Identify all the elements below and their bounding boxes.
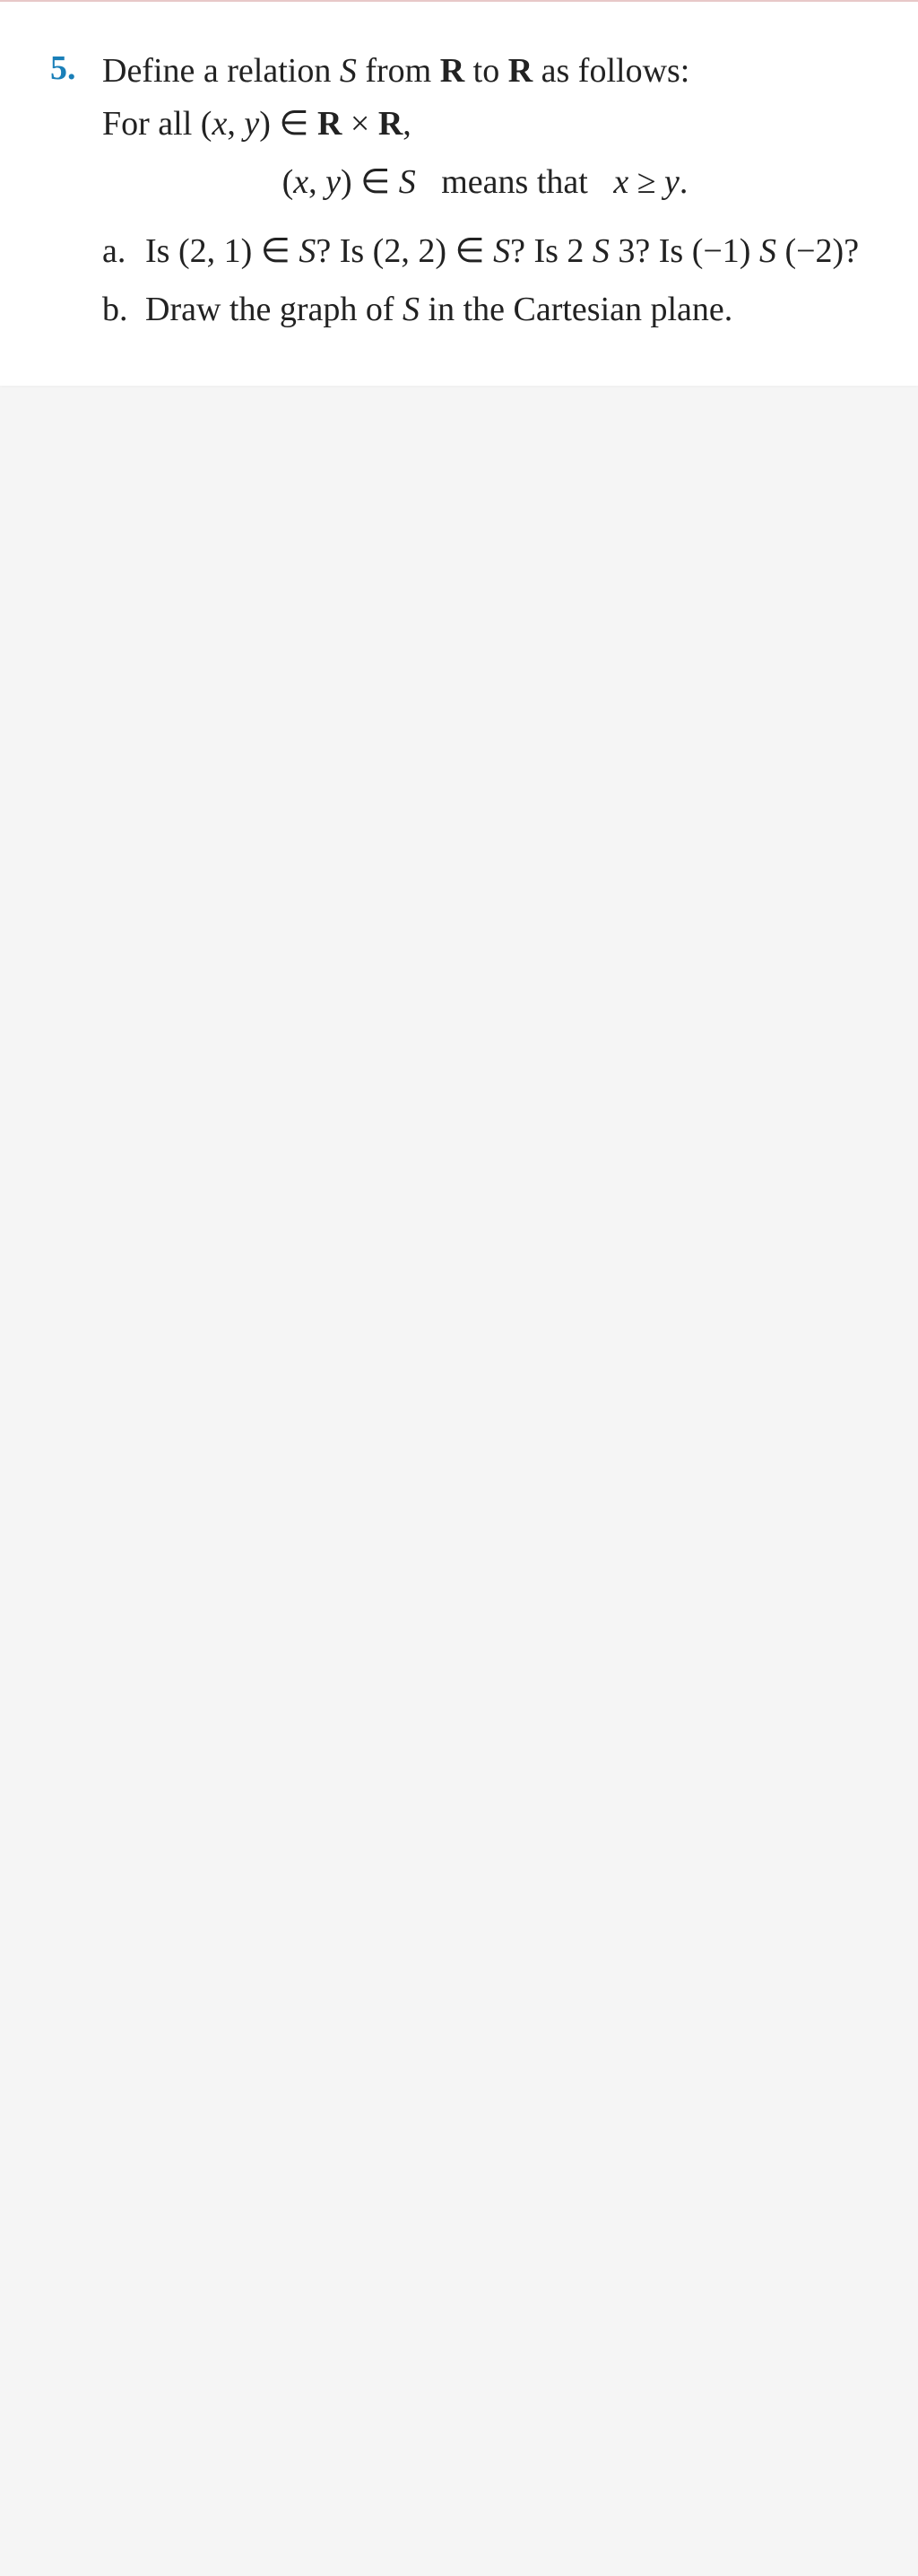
text: 3? Is (−1) xyxy=(610,232,759,270)
text: ) ∈ xyxy=(341,163,399,201)
var-S: S xyxy=(299,232,316,270)
var-S: S xyxy=(399,163,416,201)
text: (−2)? xyxy=(776,232,859,270)
page: 5. Define a relation S from R to R as fo… xyxy=(0,0,918,386)
text: , xyxy=(308,163,325,201)
var-S: S xyxy=(759,232,776,270)
var-S: S xyxy=(593,232,610,270)
var-S: S xyxy=(340,52,357,90)
problem-body: Define a relation S from R to R as follo… xyxy=(102,45,868,335)
var-x: x xyxy=(613,163,628,201)
text: in the Cartesian plane. xyxy=(420,291,732,328)
var-y: y xyxy=(325,163,341,201)
problem-5: 5. Define a relation S from R to R as fo… xyxy=(50,45,868,335)
intro-line-2: For all (x, y) ∈ R × R, xyxy=(102,98,868,151)
subpart-a: a. Is (2, 1) ∈ S? Is (2, 2) ∈ S? Is 2 S … xyxy=(102,225,868,278)
text: × xyxy=(342,105,377,143)
subpart-b: b. Draw the graph of S in the Cartesian … xyxy=(102,283,868,336)
intro-line-1: Define a relation S from R to R as follo… xyxy=(102,45,868,98)
var-x: x xyxy=(212,105,227,143)
text: ? Is (2, 2) ∈ xyxy=(316,232,493,270)
var-S: S xyxy=(403,291,420,328)
text: ≥ xyxy=(628,163,664,201)
text: Is (2, 1) ∈ xyxy=(145,232,299,270)
subpart-label-a: a. xyxy=(102,225,133,278)
text: ( xyxy=(282,163,294,201)
text: from xyxy=(357,52,440,90)
text: Define a relation xyxy=(102,52,340,90)
text: to xyxy=(464,52,508,90)
text: means that xyxy=(416,163,614,201)
var-y: y xyxy=(244,105,259,143)
set-R: R xyxy=(378,105,403,143)
text: , xyxy=(227,105,244,143)
subpart-a-text: Is (2, 1) ∈ S? Is (2, 2) ∈ S? Is 2 S 3? … xyxy=(145,225,859,278)
subpart-label-b: b. xyxy=(102,283,133,336)
text: as follows: xyxy=(533,52,689,90)
var-S: S xyxy=(493,232,510,270)
var-y: y xyxy=(664,163,680,201)
text: ? Is 2 xyxy=(510,232,593,270)
var-x: x xyxy=(293,163,308,201)
problem-number: 5. xyxy=(50,45,86,92)
display-equation: (x, y) ∈ S means that x ≥ y. xyxy=(102,156,868,209)
set-R: R xyxy=(317,105,342,143)
text: Draw the graph of xyxy=(145,291,403,328)
set-R: R xyxy=(508,52,533,90)
text: For all ( xyxy=(102,105,212,143)
text: . xyxy=(680,163,688,201)
text: , xyxy=(403,105,411,143)
subparts: a. Is (2, 1) ∈ S? Is (2, 2) ∈ S? Is 2 S … xyxy=(102,225,868,336)
set-R: R xyxy=(440,52,464,90)
text: ) ∈ xyxy=(259,105,317,143)
subpart-b-text: Draw the graph of S in the Cartesian pla… xyxy=(145,283,732,336)
